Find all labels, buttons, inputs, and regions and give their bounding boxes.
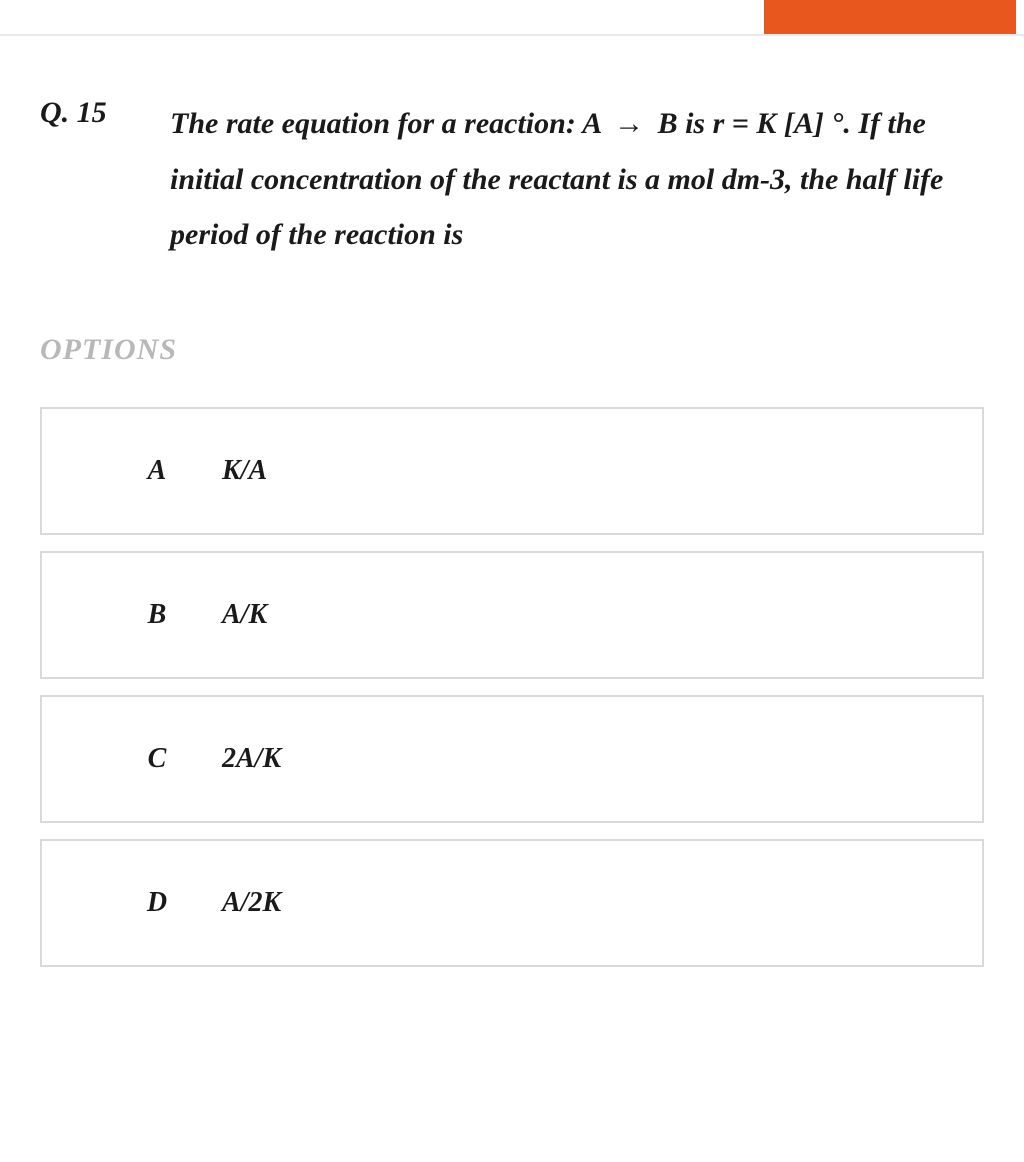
accent-block	[764, 0, 1016, 34]
options-heading: OPTIONS	[40, 333, 984, 367]
content-area: Q. 15 The rate equation for a reaction: …	[0, 36, 1024, 967]
option-d[interactable]: D A/2K	[40, 839, 984, 967]
question-text-part1: The rate equation for a reaction: A	[170, 107, 608, 140]
option-a[interactable]: A K/A	[40, 407, 984, 535]
option-letter: A	[92, 455, 222, 487]
option-b[interactable]: B A/K	[40, 551, 984, 679]
header-strip	[0, 0, 1024, 34]
option-text: A/K	[222, 599, 267, 631]
option-text: A/2K	[222, 887, 281, 919]
question-row: Q. 15 The rate equation for a reaction: …	[40, 96, 984, 263]
arrow-icon: →	[614, 96, 644, 152]
options-list: A K/A B A/K C 2A/K D A/2K	[40, 407, 984, 967]
option-text: 2A/K	[222, 743, 281, 775]
option-letter: B	[92, 599, 222, 631]
option-c[interactable]: C 2A/K	[40, 695, 984, 823]
option-letter: C	[92, 743, 222, 775]
option-text: K/A	[222, 455, 267, 487]
option-letter: D	[92, 887, 222, 919]
question-number: Q. 15	[40, 96, 170, 130]
question-text: The rate equation for a reaction: A → B …	[170, 96, 984, 263]
